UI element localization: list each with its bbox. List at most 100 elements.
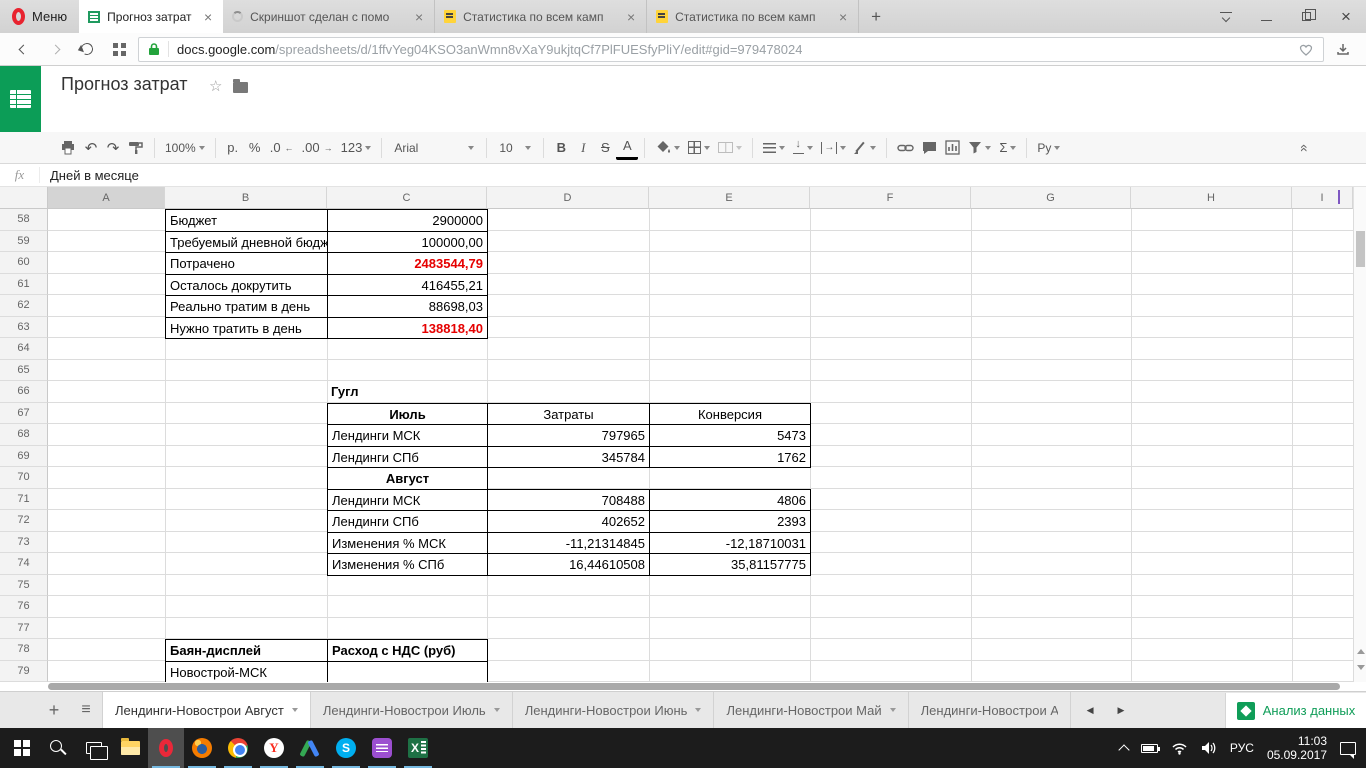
- sheet-tab-0[interactable]: Лендинги-Новострои Август: [102, 692, 311, 728]
- row-header-71[interactable]: 71: [0, 488, 48, 510]
- action-center-icon[interactable]: [1340, 741, 1356, 759]
- row-header-72[interactable]: 72: [0, 510, 48, 532]
- cell-D68[interactable]: 797965: [487, 424, 650, 447]
- taskbar-excel[interactable]: [400, 728, 436, 768]
- row-header-73[interactable]: 73: [0, 531, 48, 553]
- minimize-button[interactable]: [1246, 0, 1286, 33]
- increase-decimals-button[interactable]: .00 →: [298, 136, 337, 160]
- cell-C61[interactable]: 416455,21: [327, 273, 488, 296]
- font-select[interactable]: Arial: [388, 136, 480, 160]
- undo-button[interactable]: [80, 136, 102, 160]
- cell-D67[interactable]: Затраты: [487, 402, 650, 425]
- document-title[interactable]: Прогноз затрат: [61, 74, 188, 94]
- column-header-A[interactable]: A: [48, 187, 165, 209]
- row-header-77[interactable]: 77: [0, 617, 48, 639]
- sheets-logo[interactable]: [0, 66, 41, 132]
- sheet-tab-1[interactable]: Лендинги-Новострои Июль: [311, 692, 513, 728]
- move-folder-icon[interactable]: [233, 79, 248, 93]
- sheet-tab-menu-icon[interactable]: [695, 708, 702, 712]
- restore-button[interactable]: [1286, 0, 1326, 33]
- text-rotation-button[interactable]: [850, 136, 880, 160]
- cell-C67[interactable]: Июль: [327, 402, 488, 425]
- text-color-button[interactable]: A: [616, 136, 639, 160]
- close-window-button[interactable]: [1326, 0, 1366, 33]
- cell-E71[interactable]: 4806: [649, 488, 811, 511]
- sheet-tab-menu-icon[interactable]: [889, 708, 896, 712]
- downloads-button[interactable]: [1330, 36, 1356, 62]
- all-sheets-button[interactable]: [70, 692, 102, 728]
- vertical-scrollbar-thumb[interactable]: [1356, 231, 1365, 267]
- next-sheets-icon[interactable]: [1118, 705, 1125, 716]
- percent-format-button[interactable]: %: [248, 140, 261, 155]
- row-header-58[interactable]: 58: [0, 209, 48, 231]
- cell-C62[interactable]: 88698,03: [327, 295, 488, 318]
- forward-button[interactable]: [42, 36, 68, 62]
- column-header-F[interactable]: F: [810, 187, 971, 209]
- cell-B61[interactable]: Осталось докрутить: [165, 273, 328, 296]
- sheet-tab-2[interactable]: Лендинги-Новострои Июнь: [513, 692, 715, 728]
- zoom-select[interactable]: 100%: [161, 136, 209, 160]
- row-header-60[interactable]: 60: [0, 252, 48, 274]
- taskbar-direct-commander[interactable]: [364, 728, 400, 768]
- cell-D73[interactable]: -11,21314845: [487, 531, 650, 554]
- browser-tab-0[interactable]: Прогноз затрат - Google: [79, 0, 224, 33]
- cell-C63[interactable]: 138818,40: [327, 316, 488, 339]
- column-header-G[interactable]: G: [971, 187, 1131, 209]
- battery-icon[interactable]: [1140, 743, 1160, 753]
- taskbar-chrome[interactable]: [220, 728, 256, 768]
- row-header-75[interactable]: 75: [0, 574, 48, 596]
- column-header-D[interactable]: D: [487, 187, 649, 209]
- decrease-decimals-button[interactable]: .0 ←: [266, 136, 298, 160]
- hidden-icons-chevron[interactable]: [1118, 744, 1130, 756]
- cell-C79[interactable]: [327, 660, 488, 682]
- browser-tab-3[interactable]: Статистика по всем камп: [647, 0, 860, 33]
- row-header-79[interactable]: 79: [0, 660, 48, 682]
- fill-color-button[interactable]: [651, 136, 684, 160]
- star-icon[interactable]: [209, 77, 222, 95]
- filter-button[interactable]: [964, 136, 995, 160]
- cell-C66[interactable]: Гугл: [331, 384, 359, 399]
- tab-close-icon[interactable]: [413, 10, 425, 24]
- cell-E68[interactable]: 5473: [649, 424, 811, 447]
- row-header-70[interactable]: 70: [0, 467, 48, 489]
- cell-C60[interactable]: 2483544,79: [327, 252, 488, 275]
- taskbar-opera[interactable]: [148, 728, 184, 768]
- text-wrap-button[interactable]: [817, 136, 850, 160]
- taskbar-skype[interactable]: [328, 728, 364, 768]
- cell-E73[interactable]: -12,18710031: [649, 531, 811, 554]
- functions-button[interactable]: Σ: [995, 136, 1020, 160]
- cell-B60[interactable]: Потрачено: [165, 252, 328, 275]
- cell-C69[interactable]: Лендинги СПб: [327, 445, 488, 468]
- cell-C78[interactable]: Расход с НДС (руб): [327, 639, 488, 662]
- wifi-icon[interactable]: [1171, 742, 1188, 755]
- tab-close-icon[interactable]: [625, 10, 637, 24]
- cell-B63[interactable]: Нужно тратить в день: [165, 316, 328, 339]
- cell-C74[interactable]: Изменения % СПб: [327, 553, 488, 576]
- row-header-64[interactable]: 64: [0, 338, 48, 360]
- row-header-61[interactable]: 61: [0, 273, 48, 295]
- insert-chart-button[interactable]: [941, 136, 964, 160]
- input-tools-button[interactable]: Ру: [1033, 136, 1064, 160]
- column-header-H[interactable]: H: [1131, 187, 1292, 209]
- taskbar-start[interactable]: [4, 728, 40, 768]
- row-header-78[interactable]: 78: [0, 639, 48, 661]
- volume-icon[interactable]: [1201, 741, 1217, 755]
- cell-C68[interactable]: Лендинги МСК: [327, 424, 488, 447]
- row-header-66[interactable]: 66: [0, 381, 48, 403]
- horizontal-scrollbar[interactable]: [0, 682, 1366, 691]
- tab-menu-button[interactable]: [1206, 0, 1246, 33]
- clock[interactable]: 11:03 05.09.2017: [1267, 734, 1327, 762]
- taskbar-task-view[interactable]: [76, 728, 112, 768]
- cell-E72[interactable]: 2393: [649, 510, 811, 533]
- reload-button[interactable]: [74, 36, 100, 62]
- prev-sheets-icon[interactable]: [1087, 705, 1094, 716]
- row-header-76[interactable]: 76: [0, 596, 48, 618]
- taskbar-firefox[interactable]: [184, 728, 220, 768]
- sheet-tab-3[interactable]: Лендинги-Новострои Май: [714, 692, 909, 728]
- cell-D74[interactable]: 16,44610508: [487, 553, 650, 576]
- tab-close-icon[interactable]: [837, 10, 849, 24]
- formula-input[interactable]: Дней в месяце: [50, 167, 139, 183]
- bookmark-heart-icon[interactable]: [1298, 42, 1314, 57]
- insert-link-button[interactable]: [893, 136, 918, 160]
- row-header-69[interactable]: 69: [0, 445, 48, 467]
